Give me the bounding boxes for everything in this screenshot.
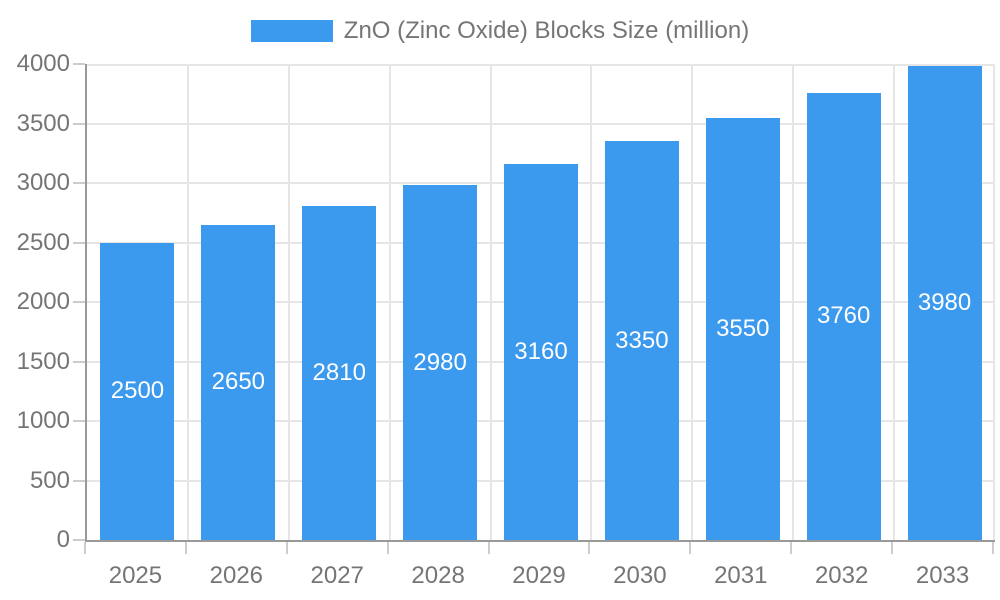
x-axis-tick xyxy=(487,542,490,554)
legend-label: ZnO (Zinc Oxide) Blocks Size (million) xyxy=(343,17,750,44)
y-axis-label: 1000 xyxy=(16,407,70,434)
bar-2028[interactable] xyxy=(403,185,478,540)
x-axis-tick xyxy=(386,542,389,554)
x-axis-label: 2025 xyxy=(108,562,163,589)
gridline-vertical xyxy=(388,64,391,540)
x-axis-label: 2033 xyxy=(915,562,970,589)
x-axis-tick xyxy=(992,542,994,554)
x-axis-tick xyxy=(588,542,591,554)
y-axis-tick xyxy=(73,420,85,422)
gridline-horizontal xyxy=(87,122,995,125)
gridline-horizontal xyxy=(87,64,995,66)
legend-swatch xyxy=(250,20,333,42)
bar-value-label: 3350 xyxy=(615,326,669,354)
y-axis-tick xyxy=(73,301,85,303)
bar-value-label: 3550 xyxy=(716,314,770,342)
bar-2029[interactable] xyxy=(504,163,578,540)
y-axis-tick xyxy=(73,63,85,65)
y-axis-tick xyxy=(73,182,85,184)
bar-2027[interactable] xyxy=(302,205,377,540)
gridline-vertical xyxy=(691,64,694,540)
bar-2026[interactable] xyxy=(201,224,276,540)
bar-value-label: 2810 xyxy=(312,358,366,386)
x-axis-tick xyxy=(184,542,187,554)
gridline-vertical xyxy=(893,64,896,540)
gridline-vertical xyxy=(993,64,995,540)
y-axis-label: 3500 xyxy=(16,109,70,137)
y-axis-label: 2500 xyxy=(16,228,70,256)
bar-2033[interactable] xyxy=(907,66,982,540)
x-axis-tick xyxy=(891,542,894,554)
x-axis-tick xyxy=(84,542,86,554)
plot-area: 2500 2650 2810 2980 3160 3350 3550 3760 3980 xyxy=(85,64,995,542)
gridline-vertical xyxy=(792,64,795,540)
gridline-vertical xyxy=(590,64,593,540)
bar-2025[interactable] xyxy=(100,242,175,540)
x-axis-label: 2027 xyxy=(310,562,364,589)
bar-2032[interactable] xyxy=(806,92,881,540)
gridline-vertical xyxy=(186,64,189,540)
gridline-vertical xyxy=(489,64,492,540)
x-axis-label: 2032 xyxy=(814,562,869,589)
bar-value-label: 3980 xyxy=(917,289,972,317)
x-axis-tick xyxy=(790,542,793,554)
y-axis-label: 0 xyxy=(56,526,70,553)
y-axis-label: 4000 xyxy=(16,50,70,77)
bar-value-label: 2650 xyxy=(211,368,266,396)
y-axis-tick xyxy=(73,360,85,363)
y-axis-tick xyxy=(73,241,85,244)
y-axis-label: 2000 xyxy=(16,288,70,315)
bar-value-label: 3160 xyxy=(514,337,568,365)
x-axis-tick xyxy=(689,542,692,554)
y-axis-tick xyxy=(73,122,85,125)
y-axis-tick xyxy=(73,539,85,541)
x-axis-tick xyxy=(285,542,288,554)
y-axis-label: 3000 xyxy=(16,169,70,196)
y-axis-tick xyxy=(73,479,85,482)
bar-value-label: 2980 xyxy=(413,348,467,376)
x-axis-label: 2029 xyxy=(512,562,566,589)
y-axis-label: 500 xyxy=(29,466,70,494)
x-axis-label: 2028 xyxy=(411,562,465,589)
y-axis-label: 1500 xyxy=(16,347,70,375)
x-axis-label: 2031 xyxy=(714,562,768,589)
x-axis-label: 2026 xyxy=(209,562,264,589)
bar-2031[interactable] xyxy=(705,117,780,540)
bar-value-label: 2500 xyxy=(110,377,165,405)
bar-value-label: 3760 xyxy=(816,302,871,330)
gridline-vertical xyxy=(287,64,290,540)
bar-2030[interactable] xyxy=(604,141,679,540)
chart-legend[interactable]: ZnO (Zinc Oxide) Blocks Size (million) xyxy=(0,18,1000,44)
x-axis-label: 2030 xyxy=(613,562,667,589)
